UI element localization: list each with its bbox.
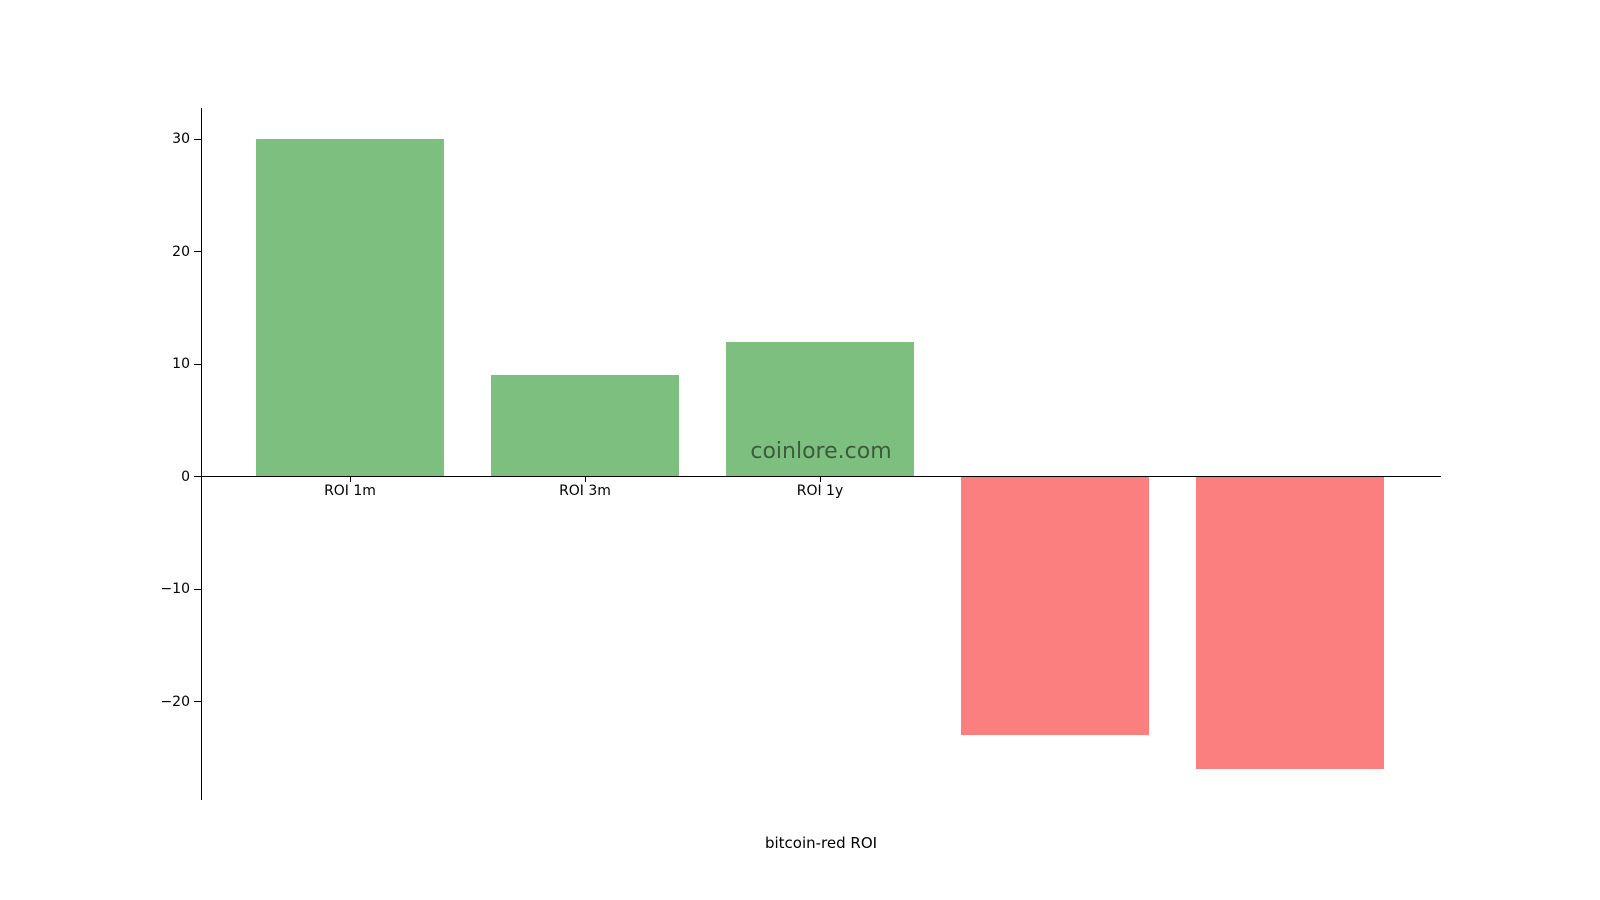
y-axis-tick-mark xyxy=(194,476,201,477)
x-axis-zero-line xyxy=(201,476,1441,477)
x-axis-tick-label: ROI 1m xyxy=(324,482,376,499)
y-axis-tick-mark xyxy=(194,251,201,252)
x-axis-tick-mark xyxy=(349,476,351,482)
y-axis-tick-label: 30 xyxy=(172,131,190,147)
bar-roi-1y xyxy=(726,341,914,477)
y-axis-tick-label: 10 xyxy=(172,356,190,372)
x-axis-tick-label: ROI 3m xyxy=(559,482,611,499)
bar-4 xyxy=(961,476,1149,736)
y-axis-tick-label: −20 xyxy=(160,693,190,710)
y-axis-line xyxy=(201,108,202,800)
bar-roi-1m xyxy=(256,139,444,477)
bar-roi-3m xyxy=(491,375,679,477)
watermark: coinlore.com xyxy=(750,439,892,464)
x-axis-tick-mark xyxy=(819,476,821,482)
y-axis-tick-mark xyxy=(194,588,201,590)
x-axis-tick-mark xyxy=(584,476,586,482)
x-axis-tick-label: ROI 1y xyxy=(796,482,844,499)
y-axis-tick-label: 20 xyxy=(172,243,190,260)
y-axis-tick-label: 0 xyxy=(181,468,190,485)
y-axis-tick-label: −10 xyxy=(160,581,190,597)
y-axis-tick-mark xyxy=(194,138,201,140)
chart-title: bitcoin-red ROI xyxy=(764,834,878,852)
bar-5 xyxy=(1196,476,1384,769)
y-axis-tick-mark xyxy=(194,363,201,365)
y-axis-tick-mark xyxy=(194,701,201,702)
